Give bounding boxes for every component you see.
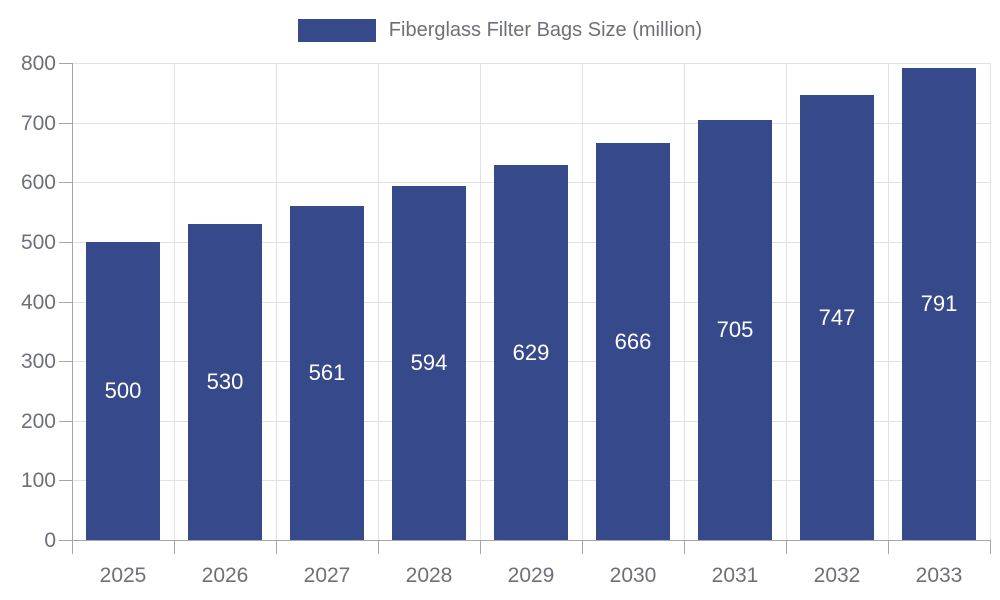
- x-axis-tick: [786, 541, 787, 554]
- x-axis-tick: [72, 541, 73, 554]
- gridline-horizontal: [72, 123, 990, 124]
- y-axis-line: [72, 63, 73, 541]
- bar[interactable]: [596, 143, 670, 540]
- x-axis-tick: [276, 541, 277, 554]
- y-tick-label: 300: [20, 350, 56, 373]
- bar[interactable]: [86, 242, 160, 540]
- y-tick-label: 500: [20, 231, 56, 254]
- y-axis-tick: [59, 302, 72, 303]
- bar-value-label: 791: [920, 291, 958, 316]
- bar[interactable]: [902, 68, 976, 540]
- x-axis-tick: [582, 541, 583, 554]
- bar[interactable]: [494, 165, 568, 540]
- gridline-vertical: [480, 63, 481, 540]
- x-axis-tick: [378, 541, 379, 554]
- y-axis-tick: [59, 361, 72, 362]
- bar-value-label: 705: [716, 317, 754, 342]
- x-axis-tick: [888, 541, 889, 554]
- y-tick-label: 0: [44, 529, 56, 552]
- y-axis-tick: [59, 182, 72, 183]
- bar-value-label: 561: [308, 360, 346, 385]
- bar[interactable]: [800, 95, 874, 540]
- y-axis-tick: [59, 242, 72, 243]
- bar[interactable]: [188, 224, 262, 540]
- gridline-horizontal: [72, 63, 990, 64]
- gridline-vertical: [582, 63, 583, 540]
- bar-value-label: 747: [818, 305, 856, 330]
- bar-value-label: 666: [614, 329, 652, 354]
- y-axis-tick: [59, 123, 72, 124]
- gridline-vertical: [990, 63, 991, 540]
- bar-value-label: 530: [206, 369, 244, 394]
- legend[interactable]: Fiberglass Filter Bags Size (million): [0, 19, 1000, 42]
- y-axis-tick: [59, 63, 72, 64]
- x-axis-line: [72, 540, 991, 541]
- y-tick-label: 800: [20, 52, 56, 75]
- y-axis-tick: [59, 421, 72, 422]
- gridline-vertical: [786, 63, 787, 540]
- legend-label[interactable]: Fiberglass Filter Bags Size (million): [388, 19, 703, 41]
- bar-value-label: 594: [410, 350, 448, 375]
- bar[interactable]: [290, 206, 364, 540]
- x-tick-label: 2033: [915, 564, 963, 587]
- gridline-vertical: [174, 63, 175, 540]
- x-tick-label: 2029: [507, 564, 555, 587]
- x-axis-tick: [684, 541, 685, 554]
- x-axis-tick: [174, 541, 175, 554]
- y-tick-label: 600: [20, 171, 56, 194]
- x-axis-tick: [480, 541, 481, 554]
- y-axis-tick: [59, 540, 72, 541]
- gridline-vertical: [378, 63, 379, 540]
- x-tick-label: 2025: [99, 564, 147, 587]
- x-tick-label: 2030: [609, 564, 657, 587]
- x-tick-label: 2027: [303, 564, 351, 587]
- legend-swatch[interactable]: [297, 19, 376, 42]
- x-tick-label: 2028: [405, 564, 453, 587]
- x-axis-tick: [990, 541, 991, 554]
- bar-value-label: 629: [512, 340, 550, 365]
- bar-value-label: 500: [104, 378, 142, 403]
- bar[interactable]: [698, 120, 772, 540]
- y-tick-label: 100: [20, 469, 56, 492]
- y-tick-label: 700: [20, 112, 56, 135]
- y-tick-label: 200: [20, 410, 56, 433]
- y-axis-tick: [59, 480, 72, 481]
- x-tick-label: 2031: [711, 564, 759, 587]
- gridline-vertical: [276, 63, 277, 540]
- y-tick-label: 400: [20, 291, 56, 314]
- x-tick-label: 2026: [201, 564, 249, 587]
- gridline-vertical: [888, 63, 889, 540]
- x-tick-label: 2032: [813, 564, 861, 587]
- bar[interactable]: [392, 186, 466, 540]
- gridline-vertical: [684, 63, 685, 540]
